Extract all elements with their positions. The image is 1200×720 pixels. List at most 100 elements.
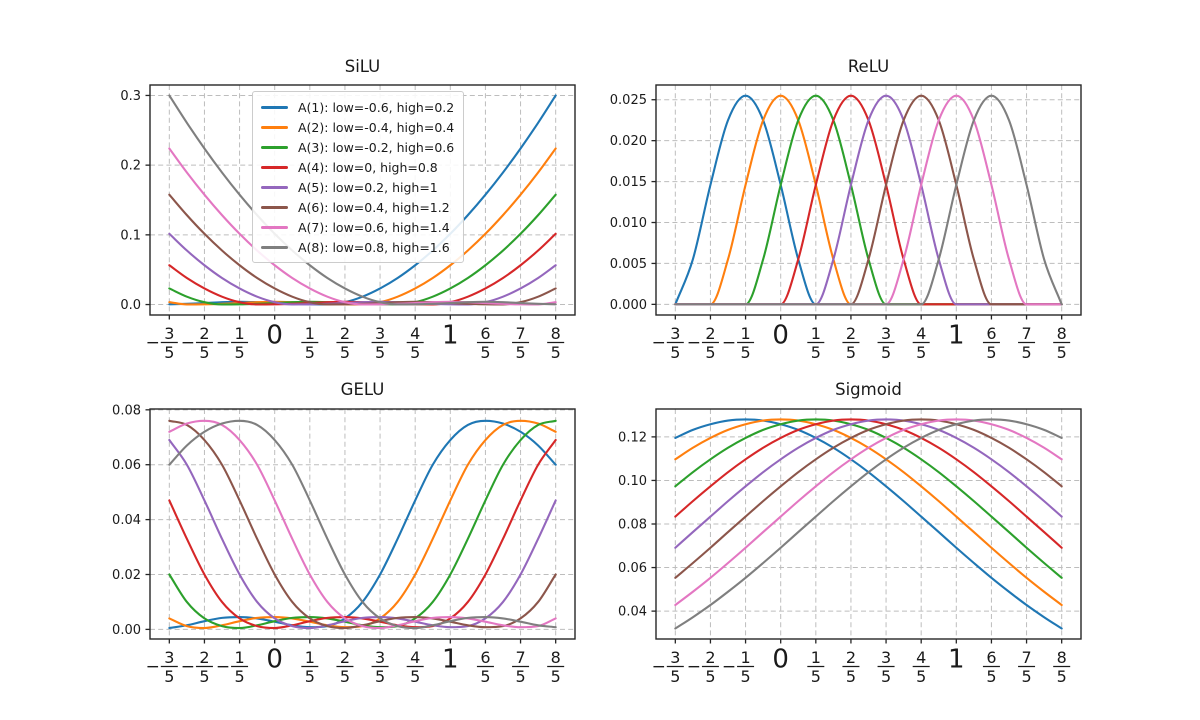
x-tick-fraction-numerator: 3 [375,648,385,667]
x-tick-fraction-denominator: 5 [410,343,420,362]
curve-series-7 [168,419,557,630]
legend-line-swatch [261,145,288,149]
legend-line-swatch [261,125,288,129]
x-tick-fraction-denominator: 5 [340,343,350,362]
x-tick-fraction-numerator: 1 [234,648,244,667]
legend-label: A(2): low=-0.4, high=0.4 [298,119,455,135]
x-tick-fraction-numerator: 2 [846,324,856,343]
x-tick-fraction-numerator: 6 [480,648,490,667]
curve-series-5 [168,438,557,630]
x-tick-fraction-numerator: 4 [916,324,926,343]
series-layer [168,94,557,306]
x-tick-fraction-denominator: 5 [1057,667,1067,686]
x-tick-fraction-denominator: 5 [199,343,209,362]
curve-series-1 [168,419,557,630]
y-tick-label: 0.000 [610,298,647,313]
legend-item: A(4): low=0, high=0.8 [261,157,454,177]
x-tick-fraction-denominator: 5 [881,667,891,686]
x-tick-minus-sign: − [687,657,701,677]
x-tick-fraction-denominator: 5 [740,343,750,362]
x-tick-fraction-denominator: 5 [881,343,891,362]
x-tick-fraction-numerator: 1 [305,324,315,343]
x-tick-fraction-denominator: 5 [551,343,561,362]
x-tick-fraction-denominator: 5 [234,667,244,686]
legend-line-swatch [261,205,288,209]
x-tick-fraction-numerator: 4 [916,648,926,667]
legend-line-swatch [261,185,288,189]
legend-item: A(3): low=-0.2, high=0.6 [261,137,454,157]
y-tick-label: 0.10 [618,474,647,489]
x-tick-minus-sign: − [181,333,195,353]
curve-series-6 [674,418,1063,579]
x-tick-fraction-numerator: 4 [410,648,420,667]
x-tick-integer-label: 0 [266,645,283,675]
subplot-title-sigmoid: Sigmoid [835,380,902,399]
legend-item: A(8): low=0.8, high=1.6 [261,237,454,257]
x-tick-fraction-denominator: 5 [515,667,525,686]
x-tick-fraction-numerator: 8 [1057,648,1067,667]
x-tick-integer-label: 0 [772,321,789,351]
y-tick-label: 0.04 [112,513,141,528]
x-tick-fraction-numerator: 8 [551,648,561,667]
curve-series-2 [168,419,557,630]
y-tick-label: 0.06 [112,458,141,473]
y-tick-label: 0.1 [120,228,141,243]
legend-label: A(7): low=0.6, high=1.4 [298,219,450,235]
y-tick-label: 0.0 [120,298,141,313]
curve-series-8 [168,94,557,306]
x-tick-fraction-numerator: 3 [164,324,174,343]
y-tick-label: 0.025 [610,93,647,108]
x-tick-integer-label: 1 [442,645,459,675]
x-tick-integer-label: 1 [442,321,459,351]
x-tick-fraction-denominator: 5 [305,343,315,362]
y-tick-label: 0.06 [618,561,647,576]
x-tick-fraction-denominator: 5 [375,667,385,686]
x-tick-fraction-denominator: 5 [670,343,680,362]
x-tick-fraction-numerator: 2 [199,648,209,667]
x-tick-fraction-denominator: 5 [986,667,996,686]
y-tick-label: 0.12 [618,430,647,445]
legend-label: A(8): low=0.8, high=1.6 [298,239,450,255]
x-tick-fraction-denominator: 5 [164,343,174,362]
x-tick-fraction-numerator: 3 [670,324,680,343]
x-tick-integer-label: 1 [948,321,965,351]
legend-item: A(7): low=0.6, high=1.4 [261,217,454,237]
curve-series-5 [674,418,1063,549]
legend-label: A(1): low=-0.6, high=0.2 [298,99,455,115]
x-tick-fraction-numerator: 6 [480,324,490,343]
x-tick-fraction-denominator: 5 [164,667,174,686]
x-tick-fraction-numerator: 8 [551,324,561,343]
x-tick-minus-sign: − [652,333,666,353]
subplot-title-relu: ReLU [847,57,890,76]
x-tick-fraction-denominator: 5 [551,667,561,686]
curve-series-7 [168,147,557,306]
y-tick-label: 0.020 [610,134,647,149]
x-tick-fraction-denominator: 5 [480,343,490,362]
curve-series-3 [674,94,1063,306]
legend-line-swatch [261,165,288,169]
x-tick-minus-sign: − [216,333,230,353]
y-tick-label: 0.08 [618,518,647,533]
x-tick-fraction-numerator: 2 [340,648,350,667]
y-tick-label: 0.015 [610,175,647,190]
x-tick-fraction-denominator: 5 [340,667,350,686]
x-tick-fraction-numerator: 2 [846,648,856,667]
legend-line-swatch [261,225,288,229]
legend-item: A(5): low=0.2, high=1 [261,177,454,197]
x-tick-fraction-numerator: 3 [670,648,680,667]
x-tick-fraction-numerator: 2 [705,648,715,667]
legend-item: A(2): low=-0.4, high=0.4 [261,117,454,137]
x-tick-minus-sign: − [181,657,195,677]
legend-item: A(6): low=0.4, high=1.2 [261,197,454,217]
x-tick-fraction-numerator: 6 [986,324,996,343]
y-tick-label: 0.08 [112,403,141,418]
x-tick-fraction-denominator: 5 [811,667,821,686]
x-tick-minus-sign: − [216,657,230,677]
curve-series-5 [674,94,1063,306]
plot-border [149,84,576,316]
series-layer [674,418,1063,630]
x-tick-fraction-numerator: 4 [410,324,420,343]
